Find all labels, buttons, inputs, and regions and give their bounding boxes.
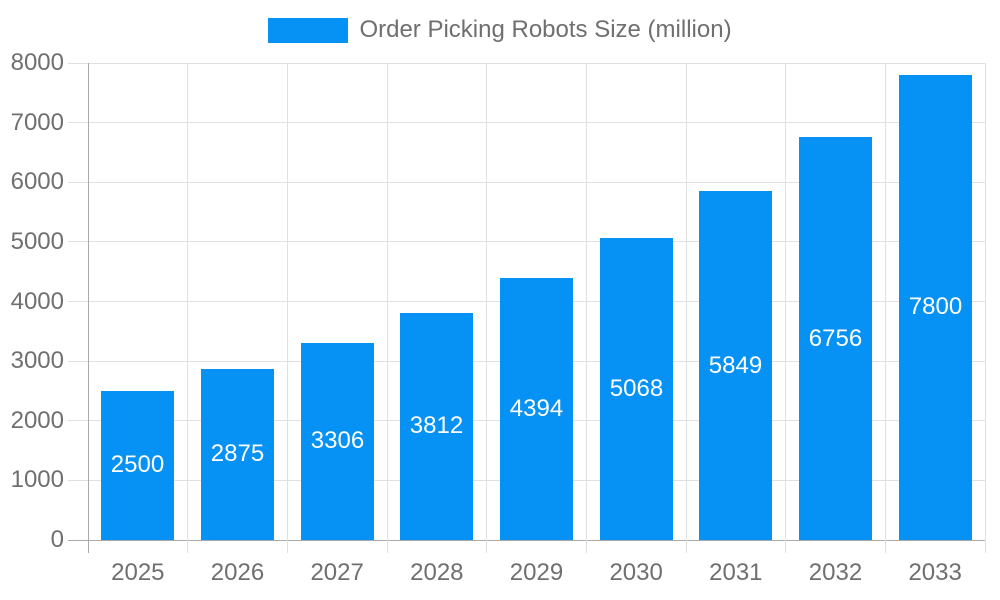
bar-2025[interactable]: 2500 [101,390,174,540]
x-gridline [785,63,787,553]
bar-value-label: 5068 [609,374,664,402]
y-axis-tick-label: 8000 [10,49,64,76]
bar-2028[interactable]: 3812 [400,312,473,540]
bar-2029[interactable]: 4394 [500,278,573,540]
chart-legend[interactable]: Order Picking Robots Size (million) [0,16,1000,44]
y-axis-tick-label: 1000 [10,466,64,494]
y-axis-tick-label: 6000 [10,168,64,196]
x-axis-tick-label: 2027 [310,559,364,586]
x-gridline [286,63,288,553]
x-gridline [984,63,986,553]
x-axis-tick-label: 2029 [509,559,564,586]
y-axis-tick-label: 3000 [10,347,64,375]
y-gridline [68,539,985,541]
x-axis-tick-label: 2033 [908,559,962,586]
x-axis-tick-label: 2032 [808,559,863,586]
x-gridline [386,63,388,553]
x-axis-tick-label: 2026 [210,559,265,586]
x-axis-tick-label: 2025 [111,559,165,586]
x-gridline [585,63,587,553]
x-axis-tick-label: 2028 [410,559,464,586]
x-gridline [884,63,886,553]
bar-value-label: 3306 [310,427,365,455]
bar-2032[interactable]: 6756 [799,137,872,540]
y-gridline [68,122,985,124]
legend-label: Order Picking Robots Size (million) [359,16,732,43]
bar-2026[interactable]: 2875 [201,368,274,540]
legend-swatch [268,17,349,43]
x-axis-tick-label: 2031 [709,559,763,586]
y-gridline [68,241,985,243]
y-axis-tick-label: 2000 [10,406,64,434]
y-axis-tick-label: 7000 [10,108,64,136]
y-axis-tick-label: 4000 [10,287,64,315]
bar-value-label: 3812 [409,412,464,440]
bar-2033[interactable]: 7800 [899,74,972,540]
bar-2027[interactable]: 3306 [301,342,374,540]
bar-value-label: 2500 [110,451,165,479]
y-axis-tick-label: 0 [50,526,64,553]
bar-2030[interactable]: 5068 [600,237,673,540]
x-axis-tick-label: 2030 [609,559,663,586]
x-gridline [187,63,189,553]
bar-value-label: 4394 [509,394,564,422]
bar-value-label: 6756 [808,324,863,352]
x-gridline [685,63,687,553]
y-axis-tick-label: 5000 [10,227,64,255]
bar-value-label: 5849 [708,351,763,379]
x-gridline [486,63,488,553]
y-gridline [68,62,985,64]
bar-2031[interactable]: 5849 [699,191,772,540]
y-gridline [68,181,985,183]
bar-value-label: 7800 [908,293,963,321]
y-axis-line [87,63,89,553]
bar-value-label: 2875 [210,440,265,468]
